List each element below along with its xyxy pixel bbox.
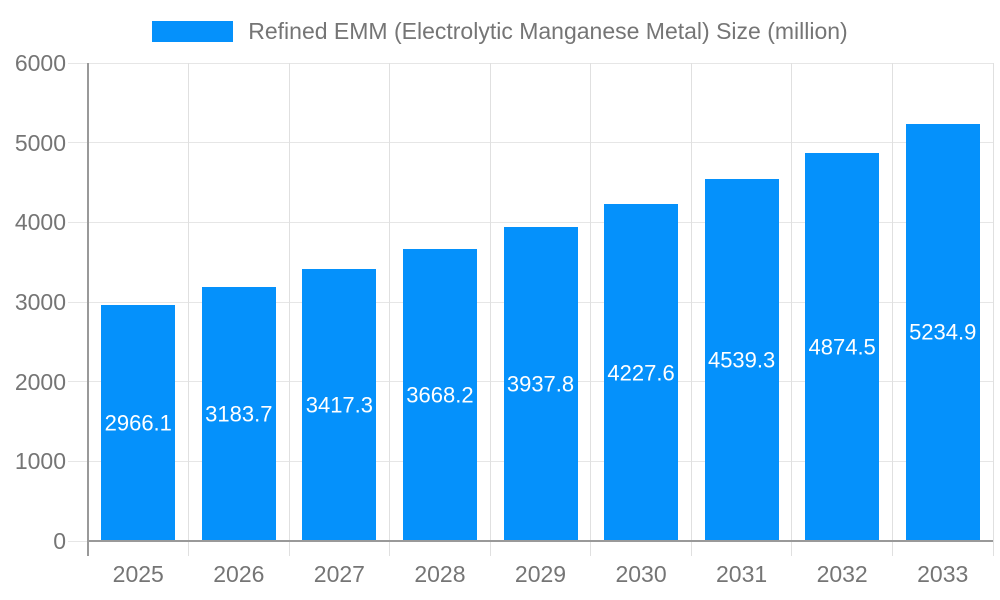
bar-value-label: 3417.3 (305, 392, 374, 418)
bar-value-label: 2966.1 (104, 410, 172, 436)
gridline-vertical (690, 63, 692, 556)
bar-value-label: 3668.2 (406, 382, 474, 408)
y-axis-tick-label: 1000 (14, 448, 66, 475)
y-axis-tick-label: 3000 (14, 289, 66, 315)
bar[interactable]: 4539.3 (704, 179, 779, 541)
y-axis-tick-label: 6000 (14, 50, 66, 76)
x-axis-tick-label: 2025 (112, 561, 164, 587)
gridline-vertical (891, 63, 893, 556)
gridline-horizontal (68, 62, 993, 64)
bar-value-label: 4227.6 (607, 360, 675, 386)
x-axis-tick-label: 2032 (816, 561, 868, 587)
x-axis-tick-label: 2029 (514, 561, 567, 587)
gridline-vertical (188, 63, 190, 556)
y-axis-tick-label: 5000 (14, 129, 66, 156)
bar-value-label: 4539.3 (707, 347, 776, 373)
x-axis-tick-label: 2033 (917, 561, 969, 587)
bar[interactable]: 3417.3 (302, 268, 377, 541)
x-axis-tick-label: 2027 (313, 561, 365, 587)
x-axis-tick-label: 2031 (716, 561, 768, 587)
gridline-vertical (389, 63, 391, 556)
bar[interactable]: 3183.7 (201, 287, 276, 541)
bar[interactable]: 3937.8 (503, 227, 578, 541)
bar-value-label: 5234.9 (909, 319, 977, 345)
y-axis-tick-label: 0 (53, 528, 66, 554)
bar-value-label: 3937.8 (506, 371, 575, 397)
bar-value-label: 3183.7 (205, 401, 273, 427)
legend-swatch (152, 20, 234, 42)
y-axis-tick-label: 2000 (14, 368, 66, 395)
gridline-horizontal (68, 142, 993, 144)
gridline-vertical (489, 63, 491, 556)
bar[interactable]: 3668.2 (402, 248, 477, 541)
bar[interactable]: 4874.5 (805, 152, 880, 541)
gridline-vertical (992, 63, 994, 556)
bar[interactable]: 2966.1 (101, 304, 176, 541)
x-axis-tick-label: 2026 (213, 561, 265, 587)
x-axis-tick-label: 2028 (414, 561, 466, 587)
legend-label: Refined EMM (Electrolytic Manganese Meta… (248, 17, 848, 44)
bar[interactable]: 4227.6 (604, 204, 679, 541)
gridline-vertical (288, 63, 290, 556)
x-axis-line (87, 540, 993, 542)
gridline-vertical (590, 63, 592, 556)
y-axis-line (87, 63, 89, 556)
bar-value-label: 4874.5 (808, 334, 876, 360)
gridline-horizontal (68, 221, 993, 223)
chart-legend[interactable]: Refined EMM (Electrolytic Manganese Meta… (0, 18, 1000, 44)
bar[interactable]: 5234.9 (905, 123, 980, 541)
y-axis-tick-label: 4000 (14, 209, 66, 236)
gridline-vertical (791, 63, 793, 556)
x-axis-tick-label: 2030 (615, 561, 667, 587)
